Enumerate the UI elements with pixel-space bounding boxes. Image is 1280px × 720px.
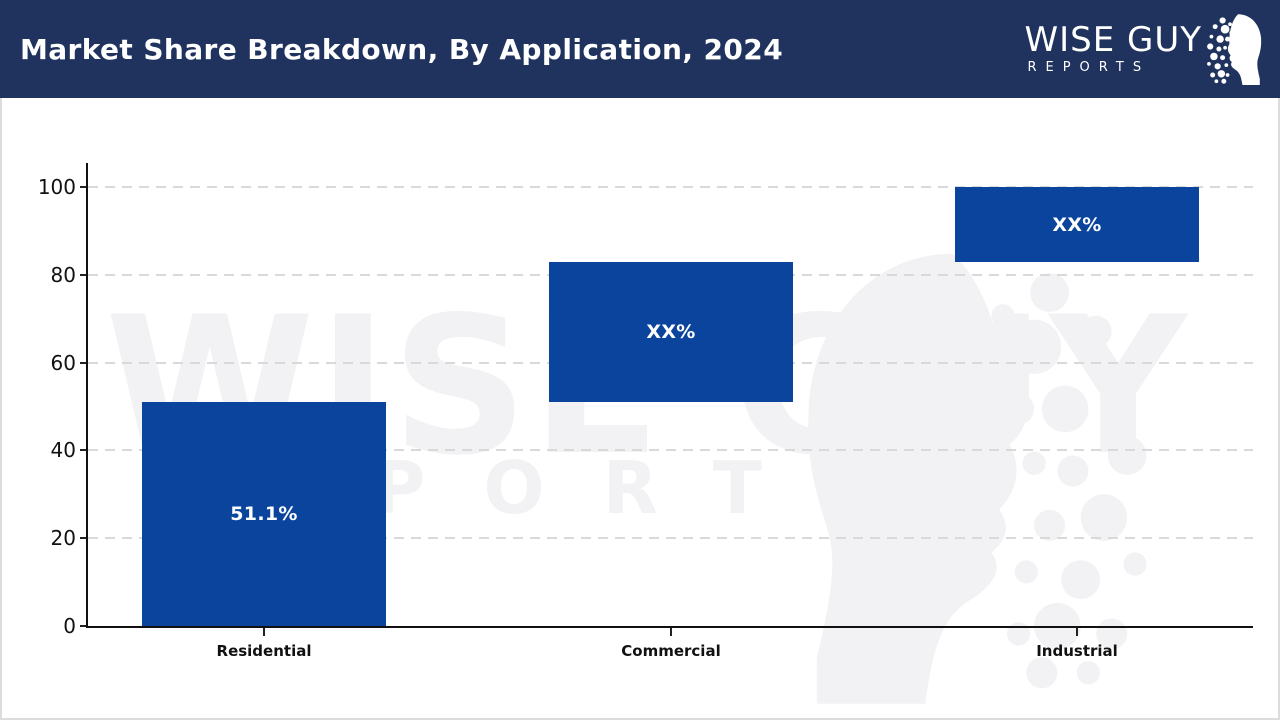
y-axis-tick-label: 40: [50, 438, 76, 463]
bar-value-label: XX%: [1052, 213, 1102, 236]
bar: 51.1%: [142, 401, 386, 626]
bar-value-label: XX%: [646, 320, 696, 343]
page-title: Market Share Breakdown, By Application, …: [20, 32, 784, 66]
x-axis-tick: [263, 628, 265, 636]
gridline: [88, 449, 1253, 452]
bar: XX%: [955, 187, 1199, 263]
bar: XX%: [549, 262, 793, 402]
y-axis-tick: [80, 537, 88, 540]
header-bar: Market Share Breakdown, By Application, …: [0, 0, 1280, 98]
y-axis-line: [86, 163, 88, 628]
y-axis-tick: [80, 361, 88, 364]
logo-text: WISE GUY REPORTS: [1024, 23, 1202, 75]
y-axis-tick-label: 80: [50, 262, 76, 287]
x-axis-tick: [670, 628, 672, 636]
gridline: [88, 537, 1253, 540]
y-axis-tick-label: 100: [37, 175, 76, 199]
bar-value-label: 51.1%: [230, 502, 298, 525]
logo-wordmark: WISE GUY: [1024, 20, 1202, 60]
y-axis-tick: [80, 625, 88, 627]
y-axis-tick: [80, 449, 88, 452]
x-axis-tick: [1076, 628, 1078, 636]
x-axis-line: [86, 626, 1253, 628]
y-axis-tick-label: 60: [50, 350, 76, 375]
y-axis-tick: [80, 273, 88, 276]
x-axis-category-label: Commercial: [621, 642, 721, 660]
y-axis-tick-label: 0: [63, 614, 76, 638]
x-axis-category-label: Industrial: [1036, 642, 1118, 660]
logo-subtitle: REPORTS: [1027, 60, 1151, 75]
watermark-head-icon: [808, 253, 1147, 704]
dotted-head-icon: [1207, 14, 1262, 85]
y-axis-tick: [80, 186, 88, 188]
y-axis-tick-label: 20: [50, 526, 76, 551]
x-axis-category-label: Residential: [216, 642, 312, 660]
gridline: [88, 186, 1253, 188]
wiseguy-logo: WISE GUY REPORTS: [1024, 9, 1266, 89]
